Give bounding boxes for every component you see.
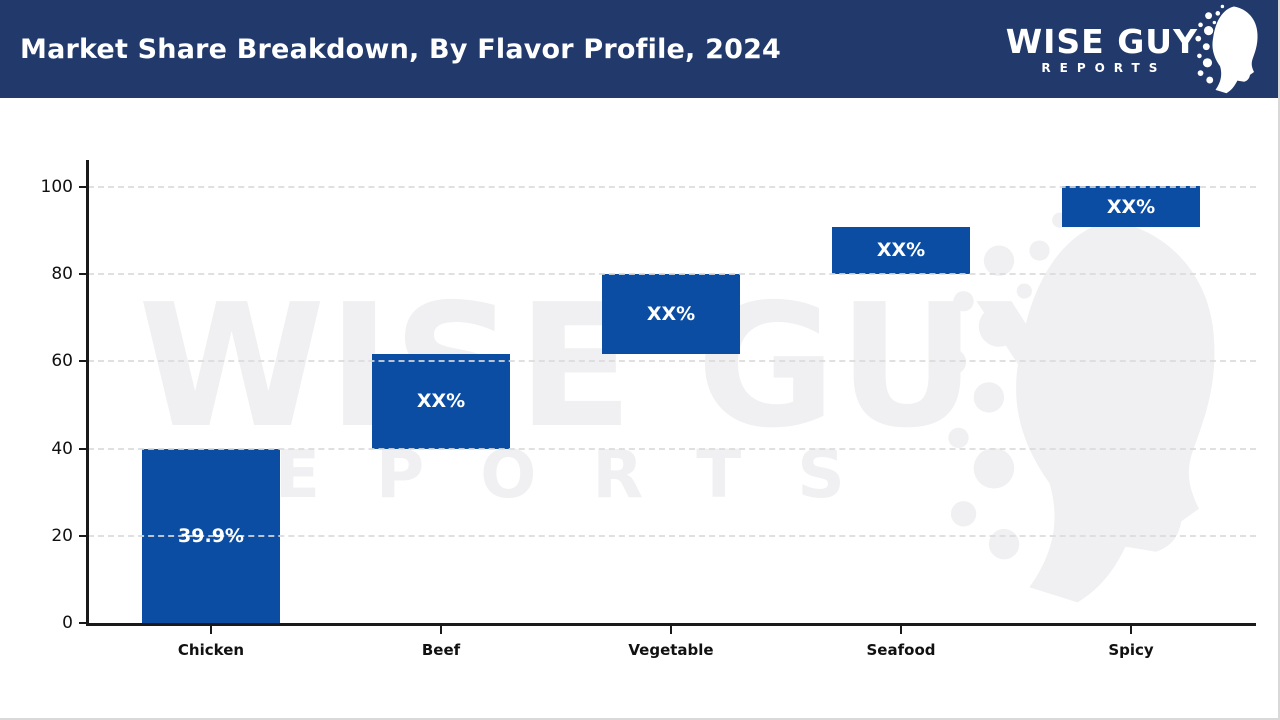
y-tick-label: 40: [51, 438, 73, 459]
x-axis-line: [86, 623, 1256, 626]
watermark-reports-text: REPORTS: [168, 436, 901, 513]
y-tick-label: 80: [51, 264, 73, 285]
page-title: Market Share Breakdown, By Flavor Profil…: [20, 33, 782, 65]
header-bar: Market Share Breakdown, By Flavor Profil…: [0, 0, 1278, 98]
logo-wiseguy-label: WISE GUY: [1005, 21, 1198, 61]
y-tick-label: 0: [62, 613, 73, 633]
bar-beef: [372, 353, 510, 450]
y-tick-label: 60: [51, 351, 73, 372]
x-tick-mark: [900, 625, 902, 634]
gridline-20: [88, 534, 1256, 537]
y-tick-mark: [79, 622, 88, 624]
y-tick-mark: [79, 534, 88, 537]
bar-value-label-spicy: XX%: [1106, 195, 1156, 218]
y-tick-label: 20: [51, 525, 73, 546]
x-category-label-seafood: Seafood: [866, 641, 936, 659]
y-tick-mark: [79, 186, 88, 188]
bar-value-label-seafood: XX%: [876, 239, 926, 262]
y-tick-label: 100: [40, 177, 73, 197]
x-category-label-spicy: Spicy: [1108, 641, 1154, 659]
wiseguy-logo-text: WISE GUY REPORTS: [1006, 25, 1198, 74]
x-category-label-chicken: Chicken: [177, 641, 245, 659]
y-tick-mark: [79, 360, 88, 363]
y-tick-mark: [79, 447, 88, 450]
bar-spicy: [1062, 186, 1200, 228]
gridline-60: [88, 360, 1256, 363]
x-tick-mark: [1130, 625, 1132, 634]
bar-value-label-vegetable: XX%: [646, 302, 696, 325]
bar-seafood: [832, 227, 970, 274]
wiseguy-logo: WISE GUY REPORTS: [1006, 0, 1270, 98]
gridline-100: [88, 186, 1256, 188]
bar-vegetable: [602, 273, 740, 354]
x-category-label-beef: Beef: [421, 641, 461, 659]
y-axis-line: [86, 160, 89, 625]
gridline-40: [88, 447, 1256, 450]
x-category-label-vegetable: Vegetable: [628, 641, 714, 659]
logo-reports-label: REPORTS: [1041, 60, 1167, 75]
watermark-face-icon: [940, 212, 1215, 603]
gridline-80: [88, 273, 1256, 276]
bar-value-label-chicken: 39.9%: [178, 525, 244, 548]
y-tick-mark: [79, 273, 88, 276]
x-tick-mark: [670, 625, 672, 634]
x-tick-mark: [210, 625, 212, 634]
wiseguy-face-icon: [1195, 4, 1258, 94]
bar-value-label-beef: XX%: [416, 390, 466, 413]
x-tick-mark: [440, 625, 442, 634]
